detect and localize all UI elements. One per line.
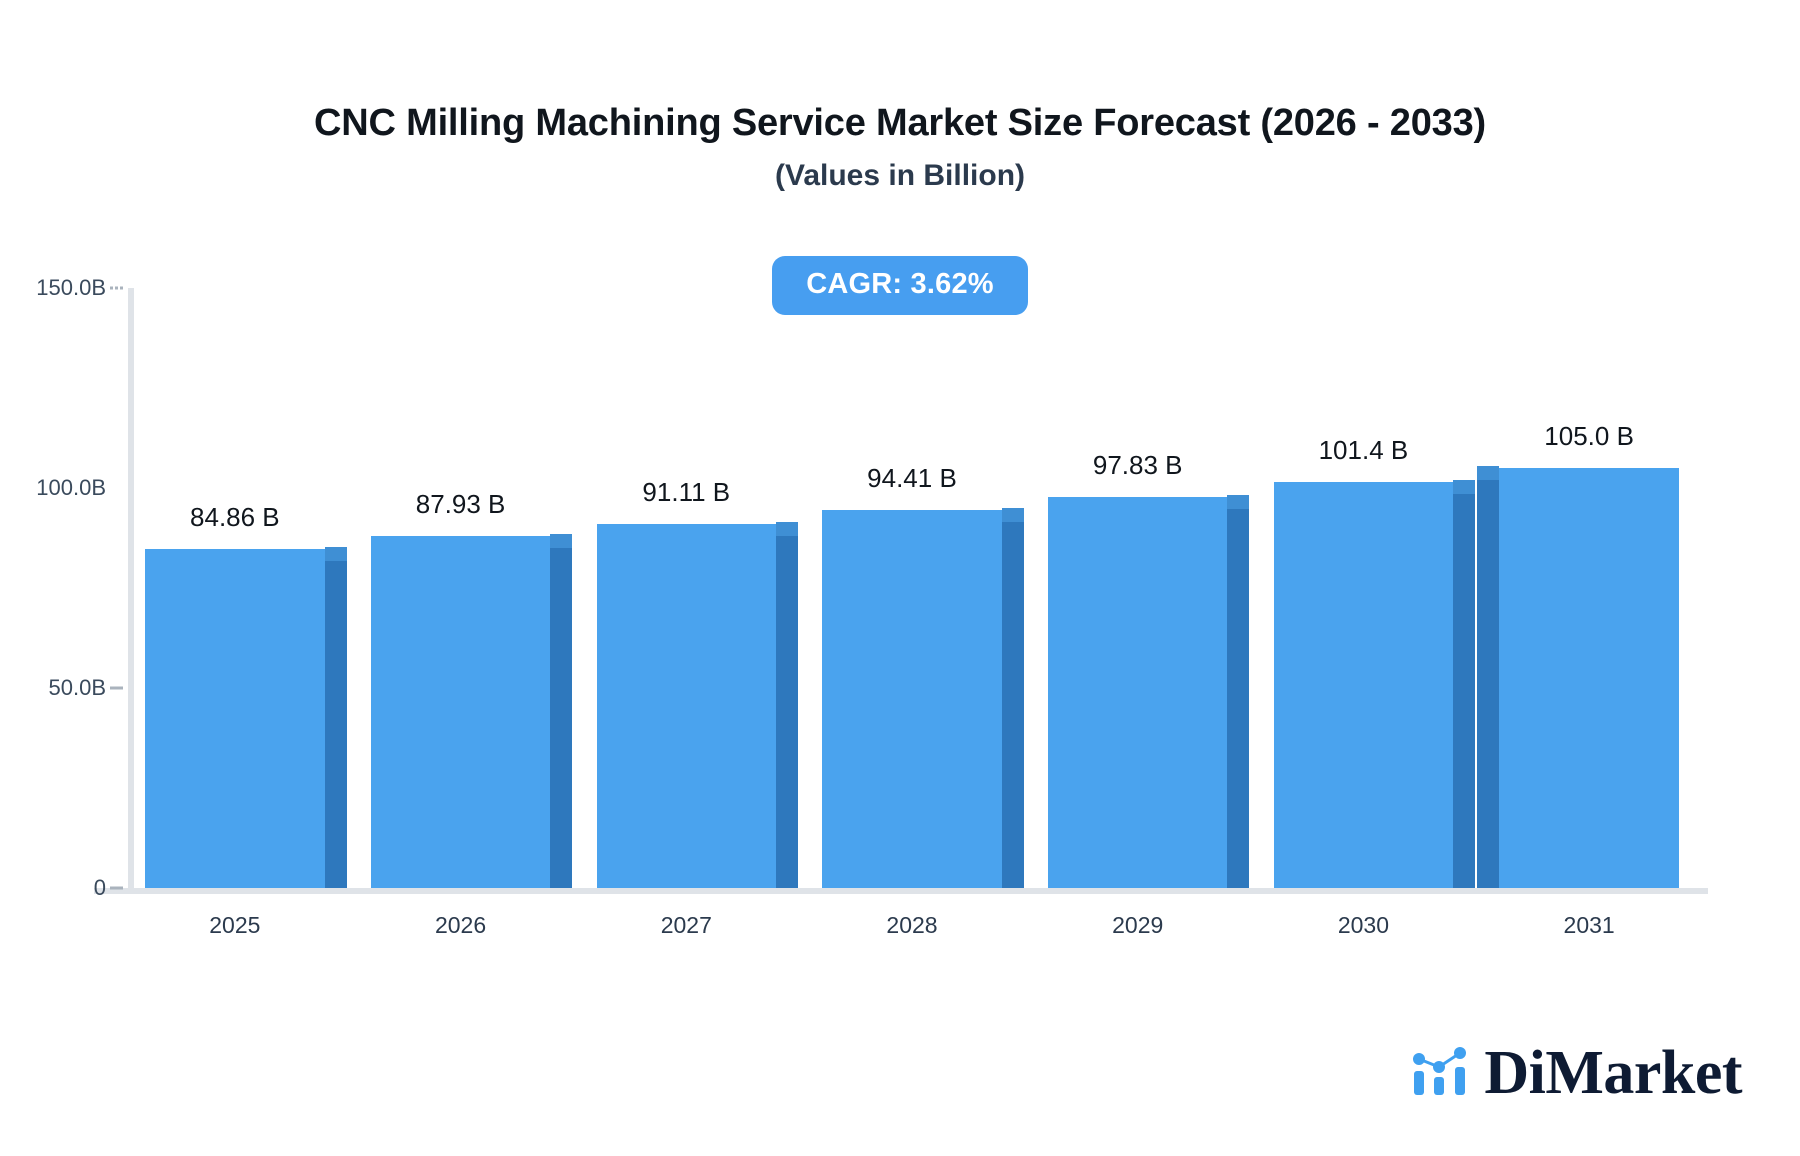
bar-front-face	[145, 548, 325, 888]
cagr-badge: CAGR: 3.62%	[772, 256, 1028, 315]
bar-value-label: 84.86 B	[190, 501, 280, 532]
bar-series: 84.86 B 87.93 B 91.11 B 94.41 B 97.83 B 101.4…	[128, 288, 1708, 888]
y-axis-tick-mark	[110, 886, 123, 890]
bar-top-bevel	[1227, 494, 1250, 509]
chart-subtitle: (Values in Billion)	[774, 158, 1026, 192]
x-axis-label-2027: 2027	[660, 912, 712, 938]
y-axis-tick-label: 50.0B	[48, 675, 107, 700]
bar-2025[interactable]: 84.86 B	[145, 288, 347, 888]
bar-side-face	[1477, 480, 1500, 888]
bar-value-label: 97.83 B	[1092, 449, 1183, 480]
bar-2030[interactable]: 101.4 B	[1273, 288, 1476, 888]
cagr-badge-wrapper: CAGR: 3.62%	[0, 256, 1800, 315]
dimarket-logo: DiMarket	[1412, 1042, 1742, 1104]
bar-side-face	[1227, 508, 1250, 888]
bar-side-face	[1001, 522, 1024, 888]
bar-front-face	[370, 536, 551, 888]
y-axis-tick-mark	[110, 286, 123, 290]
title-block: CNC Milling Machining Service Market Siz…	[0, 102, 1800, 192]
bar-top-bevel	[1477, 466, 1500, 480]
bar-side-face	[776, 535, 798, 888]
bar-2027[interactable]: 91.11 B	[596, 288, 798, 888]
x-axis-label-2028: 2028	[886, 912, 938, 938]
y-axis-tick-label: 0	[93, 875, 106, 900]
logo-text: DiMarket	[1484, 1039, 1742, 1107]
bar-front-face	[1273, 482, 1454, 888]
bar-front-face	[596, 523, 776, 888]
bar-side-face	[324, 560, 347, 888]
bar-front-face	[1047, 496, 1228, 888]
bar-2031[interactable]: 105.0 B	[1477, 288, 1679, 888]
bar-value-label: 101.4 B	[1318, 435, 1409, 466]
bar-top-bevel	[1453, 480, 1476, 495]
y-axis-tick-label: 100.0B	[36, 475, 106, 500]
bar-chart-line-icon	[1412, 1045, 1468, 1102]
page-title: CNC Milling Machining Service Market Siz…	[314, 102, 1486, 144]
bar-value-label: 105.0 B	[1544, 421, 1634, 451]
bar-side-face	[1453, 494, 1476, 888]
bar-value-label: 94.41 B	[867, 463, 957, 494]
plot-area: 150.0B 100.0B 50.0B 0 84.86 B 87.93 B 91.11 B…	[36, 275, 1708, 900]
bar-side-face	[550, 548, 573, 888]
x-axis-line	[94, 888, 1708, 894]
x-axis-label-2030: 2030	[1337, 912, 1390, 938]
bar-top-bevel	[550, 534, 573, 549]
x-axis-labels: 2025 2026 2027 2028 2029 2030 2031	[128, 912, 1708, 952]
x-axis-label-2026: 2026	[434, 912, 487, 938]
bar-2028[interactable]: 94.41 B	[822, 288, 1024, 888]
bar-front-face	[1499, 468, 1679, 888]
x-axis-label-2029: 2029	[1112, 912, 1164, 938]
y-axis-tick-label: 150.0B	[36, 275, 106, 300]
bar-value-label: 87.93 B	[415, 489, 506, 520]
bar-value-label: 91.11 B	[642, 476, 731, 507]
y-axis-tick-mark	[110, 686, 123, 690]
bar-2029[interactable]: 97.83 B	[1047, 288, 1250, 888]
x-axis-label-2031: 2031	[1563, 912, 1615, 938]
y-axis-line	[128, 288, 134, 888]
bar-2026[interactable]: 87.93 B	[370, 288, 573, 888]
bar-top-bevel	[1001, 508, 1024, 523]
bar-top-bevel	[776, 521, 798, 536]
bar-top-bevel	[324, 546, 347, 561]
x-axis-label-2025: 2025	[209, 912, 261, 938]
bar-front-face	[822, 510, 1002, 888]
